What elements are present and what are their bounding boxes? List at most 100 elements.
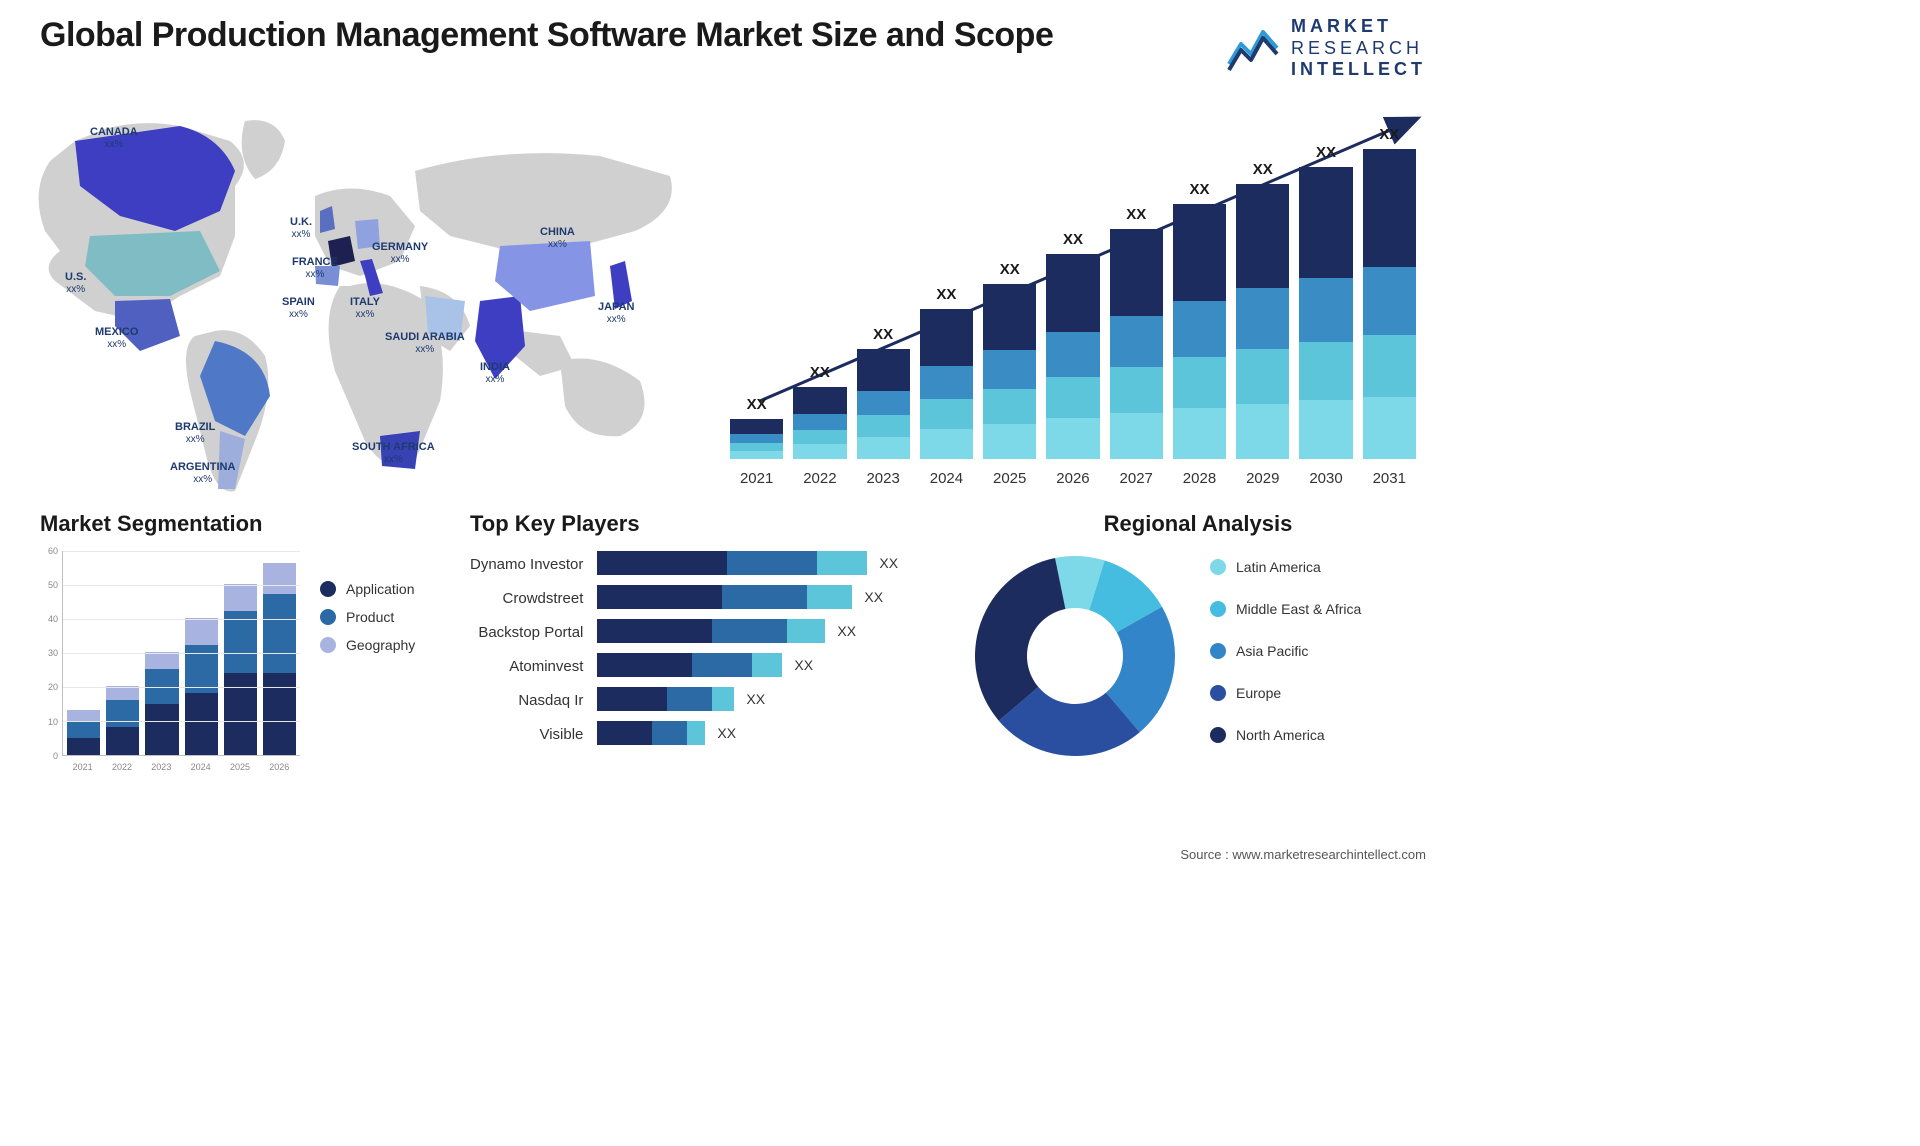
seg-bar-segment bbox=[67, 710, 100, 720]
growth-bar-2023: XX bbox=[857, 326, 910, 459]
player-bar-track bbox=[597, 721, 705, 745]
seg-year-label: 2026 bbox=[263, 758, 296, 776]
seg-bar-segment bbox=[185, 693, 218, 755]
source-attribution: Source : www.marketresearchintellect.com bbox=[1180, 847, 1426, 862]
growth-bar-segment bbox=[1299, 400, 1352, 458]
segmentation-title: Market Segmentation bbox=[40, 511, 440, 537]
growth-bar-segment bbox=[1236, 349, 1289, 404]
growth-bar-value-label: XX bbox=[1126, 206, 1146, 223]
legend-label: Geography bbox=[346, 637, 415, 653]
seg-ylabel: 10 bbox=[48, 717, 58, 727]
growth-bar-segment bbox=[1363, 149, 1416, 267]
growth-bar-segment bbox=[1110, 316, 1163, 367]
growth-bar-2021: XX bbox=[730, 396, 783, 459]
player-bar-segment bbox=[727, 551, 817, 575]
player-bar-segment bbox=[597, 653, 692, 677]
player-bar-segment bbox=[597, 721, 652, 745]
map-label-south-africa: SOUTH AFRICAxx% bbox=[352, 441, 435, 465]
growth-bar-segment bbox=[983, 424, 1036, 459]
growth-bar-value-label: XX bbox=[747, 396, 767, 413]
growth-bar-segment bbox=[730, 434, 783, 443]
growth-bar-segment bbox=[1046, 377, 1099, 418]
growth-bar-value-label: XX bbox=[1253, 161, 1273, 178]
player-bar-segment bbox=[597, 551, 727, 575]
growth-bar-segment bbox=[857, 415, 910, 437]
logo-text-2: RESEARCH bbox=[1291, 38, 1426, 60]
seg-year-label: 2025 bbox=[223, 758, 256, 776]
regional-legend-item: Asia Pacific bbox=[1210, 643, 1361, 659]
growth-bar-segment bbox=[857, 349, 910, 391]
legend-label: Latin America bbox=[1236, 559, 1321, 575]
player-bar-segment bbox=[817, 551, 867, 575]
player-bar-segment bbox=[597, 585, 722, 609]
seg-gridline bbox=[63, 687, 300, 688]
player-bar-row: XX bbox=[597, 551, 940, 575]
legend-swatch bbox=[320, 609, 336, 625]
player-bar-row: XX bbox=[597, 687, 940, 711]
player-value-label: XX bbox=[717, 725, 736, 741]
seg-bar-2026 bbox=[263, 563, 296, 754]
growth-bar-2031: XX bbox=[1363, 126, 1416, 459]
player-bar-track bbox=[597, 687, 734, 711]
player-bar-segment bbox=[597, 619, 712, 643]
player-bar-track bbox=[597, 585, 852, 609]
legend-label: Europe bbox=[1236, 685, 1281, 701]
growth-bar-value-label: XX bbox=[1189, 181, 1209, 198]
player-bar-track bbox=[597, 551, 867, 575]
map-label-argentina: ARGENTINAxx% bbox=[170, 461, 235, 485]
growth-bar-chart: XXXXXXXXXXXXXXXXXXXXXX 20212022202320242… bbox=[730, 101, 1426, 491]
seg-gridline bbox=[63, 653, 300, 654]
player-value-label: XX bbox=[879, 555, 898, 571]
seg-legend-item: Application bbox=[320, 581, 415, 597]
growth-bar-segment bbox=[793, 444, 846, 458]
seg-bar-segment bbox=[106, 700, 139, 727]
logo-text-1: MARKET bbox=[1291, 16, 1426, 38]
legend-swatch bbox=[1210, 559, 1226, 575]
legend-label: Product bbox=[346, 609, 394, 625]
map-label-france: FRANCExx% bbox=[292, 256, 338, 280]
growth-bar-segment bbox=[920, 366, 973, 399]
seg-bar-segment bbox=[145, 704, 178, 755]
seg-year-label: 2021 bbox=[66, 758, 99, 776]
regional-legend-item: North America bbox=[1210, 727, 1361, 743]
growth-bar-value-label: XX bbox=[810, 364, 830, 381]
growth-bar-segment bbox=[1173, 301, 1226, 357]
legend-swatch bbox=[320, 637, 336, 653]
growth-bar-segment bbox=[1173, 408, 1226, 459]
growth-bar-segment bbox=[920, 429, 973, 459]
growth-bar-segment bbox=[857, 437, 910, 459]
player-bar-segment bbox=[752, 653, 782, 677]
growth-bar-2025: XX bbox=[983, 261, 1036, 459]
seg-bar-segment bbox=[224, 673, 257, 755]
seg-ylabel: 50 bbox=[48, 580, 58, 590]
growth-year-label: 2027 bbox=[1110, 470, 1163, 487]
seg-year-label: 2023 bbox=[145, 758, 178, 776]
player-bar-track bbox=[597, 653, 782, 677]
seg-ylabel: 40 bbox=[48, 614, 58, 624]
growth-bar-segment bbox=[793, 430, 846, 444]
growth-bar-segment bbox=[793, 414, 846, 430]
growth-bar-segment bbox=[857, 391, 910, 415]
growth-bar-2022: XX bbox=[793, 364, 846, 459]
growth-bar-2027: XX bbox=[1110, 206, 1163, 459]
map-label-brazil: BRAZILxx% bbox=[175, 421, 215, 445]
player-name: Atominvest bbox=[470, 655, 583, 679]
growth-bar-value-label: XX bbox=[1379, 126, 1399, 143]
seg-bar-2023 bbox=[145, 652, 178, 754]
growth-bar-segment bbox=[983, 350, 1036, 389]
growth-year-label: 2028 bbox=[1173, 470, 1226, 487]
growth-bar-2029: XX bbox=[1236, 161, 1289, 459]
growth-bar-segment bbox=[1299, 167, 1352, 278]
map-label-china: CHINAxx% bbox=[540, 226, 575, 250]
player-bar-row: XX bbox=[597, 619, 940, 643]
player-bar-segment bbox=[597, 687, 667, 711]
player-bar-segment bbox=[652, 721, 687, 745]
logo-icon bbox=[1227, 24, 1281, 72]
growth-bar-2030: XX bbox=[1299, 144, 1352, 459]
player-value-label: XX bbox=[837, 623, 856, 639]
seg-ylabel: 60 bbox=[48, 546, 58, 556]
legend-swatch bbox=[1210, 685, 1226, 701]
map-label-saudi-arabia: SAUDI ARABIAxx% bbox=[385, 331, 465, 355]
growth-bar-segment bbox=[1046, 418, 1099, 459]
seg-legend-item: Product bbox=[320, 609, 415, 625]
